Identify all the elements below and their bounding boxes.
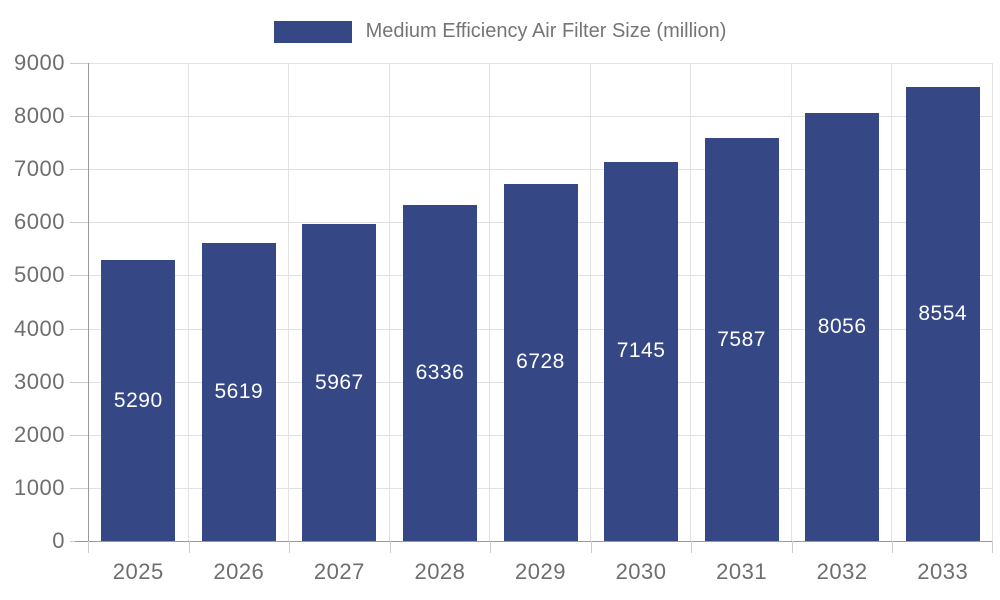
x-tick-label-2029: 2029 xyxy=(515,559,566,584)
x-axis-line xyxy=(75,541,993,542)
y-tick-label: 7000 xyxy=(14,156,65,182)
x-tick-label-2030: 2030 xyxy=(615,559,667,584)
legend-label[interactable]: Medium Efficiency Air Filter Size (milli… xyxy=(365,20,727,42)
plot-area: 5290 5619 5967 6336 6728 7145 7587 8056 8554 xyxy=(88,63,993,541)
y-tick-label: 5000 xyxy=(14,262,65,288)
bar-value-label: 8554 xyxy=(918,301,968,325)
x-tick-label-2031: 2031 xyxy=(716,559,768,584)
y-tick-label: 1000 xyxy=(14,474,65,500)
y-tick xyxy=(70,275,88,277)
y-tick xyxy=(70,63,88,64)
bar-2032[interactable]: 8056 xyxy=(805,113,880,541)
y-axis-line xyxy=(88,63,89,553)
y-tick xyxy=(70,487,88,489)
y-tick-label: 4000 xyxy=(14,315,65,341)
x-tick xyxy=(88,541,89,553)
x-tick xyxy=(289,541,291,553)
y-tick xyxy=(70,434,88,436)
bar-value-label: 5619 xyxy=(214,379,264,403)
bar-value-label: 6728 xyxy=(516,350,565,374)
bar-2027[interactable]: 5967 xyxy=(302,224,377,541)
gridline-vertical xyxy=(992,63,993,541)
bar-2031[interactable]: 7587 xyxy=(704,138,779,541)
x-tick xyxy=(892,541,894,553)
bar-2028[interactable]: 6336 xyxy=(402,204,477,541)
bar-2033[interactable]: 8554 xyxy=(905,86,980,541)
x-tick-label-2032: 2032 xyxy=(816,559,868,584)
gridline-vertical xyxy=(790,63,792,541)
gridline-horizontal xyxy=(88,63,993,64)
gridline-vertical xyxy=(891,63,893,541)
y-tick-label: 8000 xyxy=(14,103,65,129)
bar-value-label: 5967 xyxy=(315,370,364,394)
bar-value-label: 8056 xyxy=(817,315,867,339)
x-tick-label-2027: 2027 xyxy=(313,559,365,584)
y-tick-label: 0 xyxy=(52,528,65,553)
gridline-vertical xyxy=(489,63,491,541)
y-tick-label: 9000 xyxy=(14,50,65,75)
bar-2026[interactable]: 5619 xyxy=(201,242,276,541)
x-tick-label-2026: 2026 xyxy=(213,559,265,584)
legend-swatch[interactable] xyxy=(273,20,352,43)
y-tick xyxy=(70,222,88,224)
x-tick xyxy=(389,541,391,553)
x-tick xyxy=(590,541,592,553)
gridline-horizontal xyxy=(88,169,993,171)
bar-2025[interactable]: 5290 xyxy=(101,260,176,541)
y-tick-label: 3000 xyxy=(14,368,65,394)
bar-2030[interactable]: 7145 xyxy=(604,161,679,541)
gridline-vertical xyxy=(589,63,591,541)
bar-value-label: 6336 xyxy=(415,360,465,384)
gridline-horizontal xyxy=(88,116,993,118)
x-tick xyxy=(791,541,793,553)
legend: Medium Efficiency Air Filter Size (milli… xyxy=(0,20,1000,43)
x-tick xyxy=(691,541,693,553)
x-tick xyxy=(188,541,190,553)
y-tick xyxy=(70,328,88,330)
gridline-vertical xyxy=(187,63,189,541)
y-tick xyxy=(70,381,88,383)
x-tick xyxy=(992,541,993,553)
y-tick-label: 2000 xyxy=(14,421,65,447)
x-tick-label-2033: 2033 xyxy=(917,559,969,584)
gridline-vertical xyxy=(288,63,290,541)
y-tick xyxy=(70,116,88,118)
gridline-vertical xyxy=(690,63,692,541)
bar-value-label: 5290 xyxy=(113,388,163,412)
bar-2029[interactable]: 6728 xyxy=(503,183,578,541)
x-tick-label-2028: 2028 xyxy=(414,559,466,584)
bar-value-label: 7587 xyxy=(717,327,766,351)
bar-value-label: 7145 xyxy=(616,339,666,363)
x-tick-label-2025: 2025 xyxy=(112,559,164,584)
x-tick xyxy=(490,541,492,553)
y-tick xyxy=(70,169,88,171)
gridline-vertical xyxy=(388,63,390,541)
y-tick-label: 6000 xyxy=(14,209,65,235)
